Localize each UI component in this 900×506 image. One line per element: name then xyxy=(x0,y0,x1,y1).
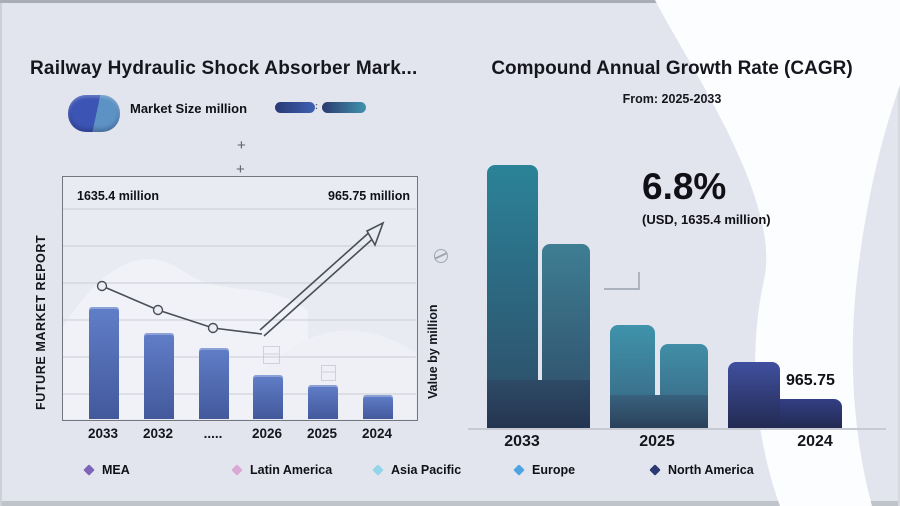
ratio-pill-left-icon xyxy=(275,102,315,113)
right-baseline xyxy=(468,428,886,430)
cagr-bar-a-2025 xyxy=(610,325,655,428)
cagr-bar-plinth-2025 xyxy=(610,395,708,428)
market-bar-2024 xyxy=(363,395,393,419)
legend-diamond-icon xyxy=(649,464,661,476)
plus-icon: + xyxy=(237,137,246,154)
market-bar-2025 xyxy=(308,385,338,419)
legend-diamond-icon xyxy=(231,464,243,476)
legend-item: North America xyxy=(649,463,754,477)
document-icon xyxy=(321,365,336,381)
legend-item: Asia Pacific xyxy=(372,463,462,477)
market-bar-2033 xyxy=(89,307,119,419)
right-axis-label: 2025 xyxy=(639,433,675,450)
trend-overlay xyxy=(96,221,385,337)
plus-icon: + xyxy=(236,161,245,178)
value-axis-label: Value by million xyxy=(426,304,440,400)
cagr-bar-b-2025 xyxy=(660,344,708,428)
market-bar-2026 xyxy=(253,375,283,419)
market-bar-2032 xyxy=(144,333,174,419)
legend-item: MEA xyxy=(83,463,130,477)
left-axis-label: 2026 xyxy=(251,426,283,441)
left-chart-title: Railway Hydraulic Shock Absorber Mark... xyxy=(30,58,418,79)
left-axis-label: 2033 xyxy=(87,426,119,441)
left-axis-label: 2025 xyxy=(306,426,338,441)
right-categories: 2033 2025 2024 xyxy=(0,433,900,457)
legend-label: Asia Pacific xyxy=(391,463,462,477)
legend-diamond-icon xyxy=(513,464,525,476)
legend-diamond-icon xyxy=(372,464,384,476)
legend-item: Europe xyxy=(513,463,576,477)
trend-markers xyxy=(96,280,219,334)
trend-line xyxy=(101,285,263,335)
cagr-bar-a-2024 xyxy=(728,362,780,428)
cagr-detail: (USD, 1635.4 million) xyxy=(642,212,771,227)
left-axis-label: 2024 xyxy=(361,426,393,441)
market-bar-..... xyxy=(199,348,229,419)
slashed-circle-icon xyxy=(434,249,448,263)
left-axis-label: ..... xyxy=(203,426,223,441)
cagr-period: From: 2025-2033 xyxy=(622,92,722,106)
cylinder-icon xyxy=(68,95,120,132)
left-bars xyxy=(63,177,416,419)
ratio-pill-right-icon xyxy=(322,102,366,113)
mountain-shape xyxy=(63,259,308,419)
growth-arrow-icon xyxy=(259,221,385,337)
legend-label: North America xyxy=(668,463,754,477)
ratio-separator: : xyxy=(315,101,318,111)
legend-diamond-icon xyxy=(83,464,95,476)
right-axis-label: 2024 xyxy=(797,433,833,450)
right-axis-label: 2033 xyxy=(504,433,540,450)
market-size-label: Market Size million xyxy=(130,101,248,116)
legend-label: Latin America xyxy=(250,463,333,477)
cagr-bar-b-2033 xyxy=(542,244,590,428)
cagr-bar-a-2033 xyxy=(487,165,538,428)
legend-label: MEA xyxy=(102,463,130,477)
cagr-bar-b-2024 xyxy=(780,399,842,428)
cagr-value: 6.8% xyxy=(642,166,727,207)
document-icon xyxy=(263,346,280,364)
start-value-label: 1635.4 million xyxy=(77,189,159,203)
left-axis-label: 2032 xyxy=(142,426,174,441)
future-market-report-watermark: FUTURE MARKET REPORT xyxy=(34,234,48,410)
legend: MEA Latin America Asia Pacific Europe North … xyxy=(0,463,900,489)
gridlines xyxy=(63,208,416,395)
legend-item: Latin America xyxy=(231,463,333,477)
market-size-chart-panel: 1635.4 million 965.75 million xyxy=(62,176,418,421)
left-categories: 2033 2032..... 2026 2025 2024 xyxy=(62,426,418,446)
cagr-bar-plinth-2033 xyxy=(487,380,590,428)
end-value-label: 965.75 million xyxy=(328,189,410,203)
last-bar-value-label: 965.75 xyxy=(786,372,835,389)
cagr-title: Compound Annual Growth Rate (CAGR) xyxy=(491,58,853,79)
legend-label: Europe xyxy=(532,463,576,477)
